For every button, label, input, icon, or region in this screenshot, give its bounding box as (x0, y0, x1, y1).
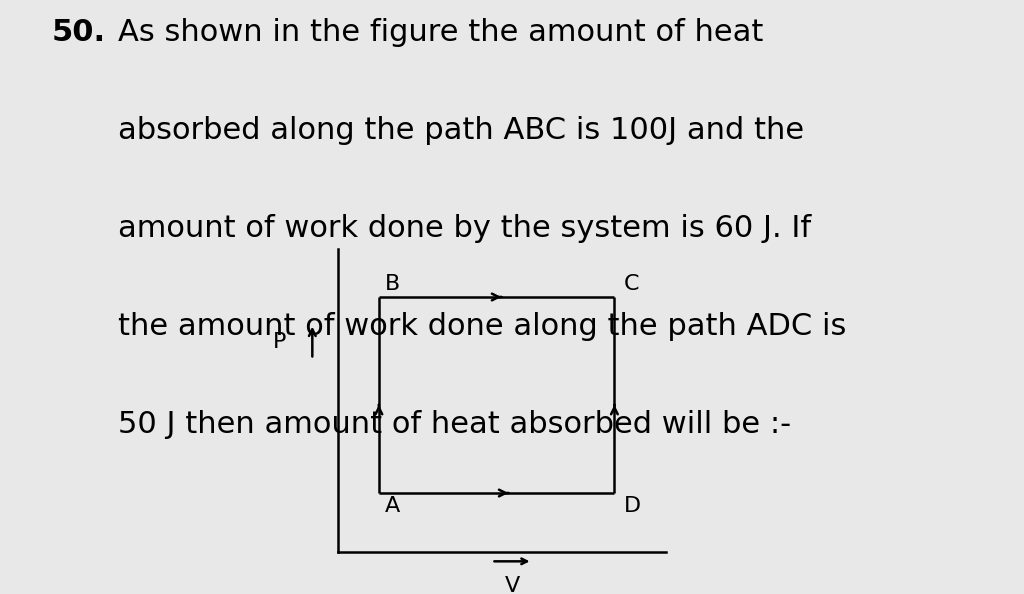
Text: C: C (624, 274, 639, 294)
Text: 50 J then amount of heat absorbed will be :-: 50 J then amount of heat absorbed will b… (118, 410, 791, 439)
Text: As shown in the figure the amount of heat: As shown in the figure the amount of hea… (118, 18, 763, 47)
Text: 50.: 50. (51, 18, 105, 47)
Text: A: A (384, 496, 399, 516)
Text: V: V (505, 576, 519, 594)
Text: absorbed along the path ABC is 100J and the: absorbed along the path ABC is 100J and … (118, 116, 804, 145)
Text: amount of work done by the system is 60 J. If: amount of work done by the system is 60 … (118, 214, 811, 243)
Text: P: P (273, 331, 287, 352)
Text: the amount of work done along the path ADC is: the amount of work done along the path A… (118, 312, 846, 341)
Text: B: B (384, 274, 399, 294)
Text: D: D (624, 496, 641, 516)
